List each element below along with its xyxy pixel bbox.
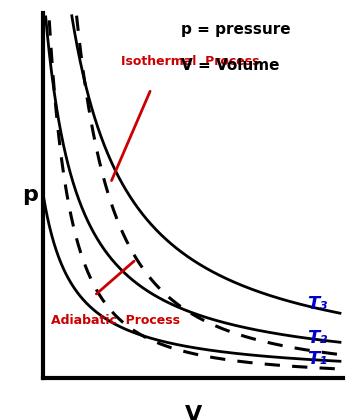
Text: p: p bbox=[22, 185, 38, 205]
Text: Isothermal  Process: Isothermal Process bbox=[121, 55, 260, 68]
Text: V: V bbox=[184, 405, 202, 420]
Text: T₂: T₂ bbox=[307, 329, 327, 347]
Text: T₃: T₃ bbox=[307, 295, 327, 313]
Text: T₁: T₁ bbox=[307, 350, 327, 368]
Text: V = Volume: V = Volume bbox=[181, 58, 280, 73]
Text: Adiabatic  Process: Adiabatic Process bbox=[51, 314, 180, 327]
Text: p = pressure: p = pressure bbox=[181, 22, 291, 37]
